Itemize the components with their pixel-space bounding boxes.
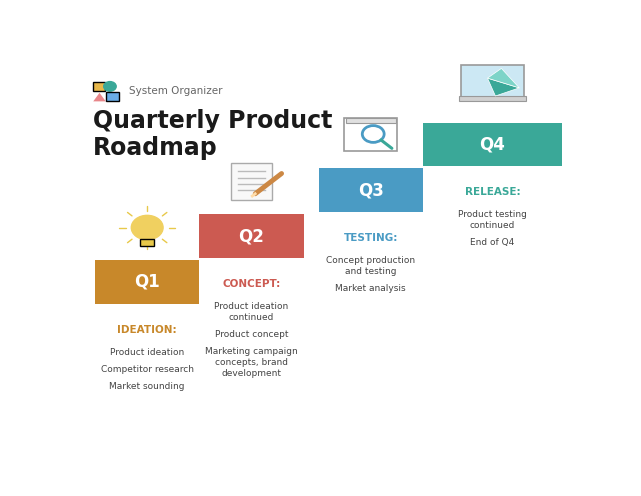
FancyBboxPatch shape: [231, 163, 272, 200]
Polygon shape: [487, 68, 519, 88]
Text: TESTING:: TESTING:: [344, 233, 398, 244]
FancyBboxPatch shape: [344, 118, 397, 151]
FancyBboxPatch shape: [92, 82, 105, 91]
Text: Quarterly Product
Roadmap: Quarterly Product Roadmap: [92, 109, 332, 160]
FancyBboxPatch shape: [319, 168, 423, 212]
FancyBboxPatch shape: [199, 214, 304, 258]
Text: CONCEPT:: CONCEPT:: [222, 279, 281, 289]
Circle shape: [104, 82, 116, 91]
Circle shape: [131, 215, 163, 240]
FancyBboxPatch shape: [461, 65, 524, 101]
Text: Market analysis: Market analysis: [335, 284, 406, 293]
FancyBboxPatch shape: [423, 123, 562, 167]
Text: End of Q4: End of Q4: [470, 238, 515, 248]
Text: System Organizer: System Organizer: [129, 86, 222, 96]
Text: Q4: Q4: [479, 135, 505, 153]
Text: Product concept: Product concept: [215, 330, 288, 339]
Text: Q1: Q1: [135, 273, 160, 291]
Text: Competitor research: Competitor research: [101, 365, 194, 374]
Text: Q3: Q3: [358, 182, 384, 199]
Polygon shape: [93, 93, 106, 101]
FancyBboxPatch shape: [106, 92, 119, 101]
Text: Product testing
continued: Product testing continued: [458, 210, 527, 231]
Text: Market sounding: Market sounding: [110, 382, 185, 391]
Text: Product ideation
continued: Product ideation continued: [214, 302, 288, 322]
Text: Marketing campaign
concepts, brand
development: Marketing campaign concepts, brand devel…: [205, 347, 298, 378]
Text: Product ideation: Product ideation: [110, 348, 185, 357]
Text: RELEASE:: RELEASE:: [465, 187, 520, 197]
FancyBboxPatch shape: [459, 96, 526, 101]
Text: Q2: Q2: [238, 227, 265, 245]
Text: Concept production
and testing: Concept production and testing: [326, 256, 415, 276]
Polygon shape: [487, 78, 519, 96]
Text: IDEATION:: IDEATION:: [117, 325, 177, 335]
FancyBboxPatch shape: [140, 239, 154, 246]
FancyBboxPatch shape: [346, 118, 395, 123]
FancyBboxPatch shape: [95, 260, 199, 304]
